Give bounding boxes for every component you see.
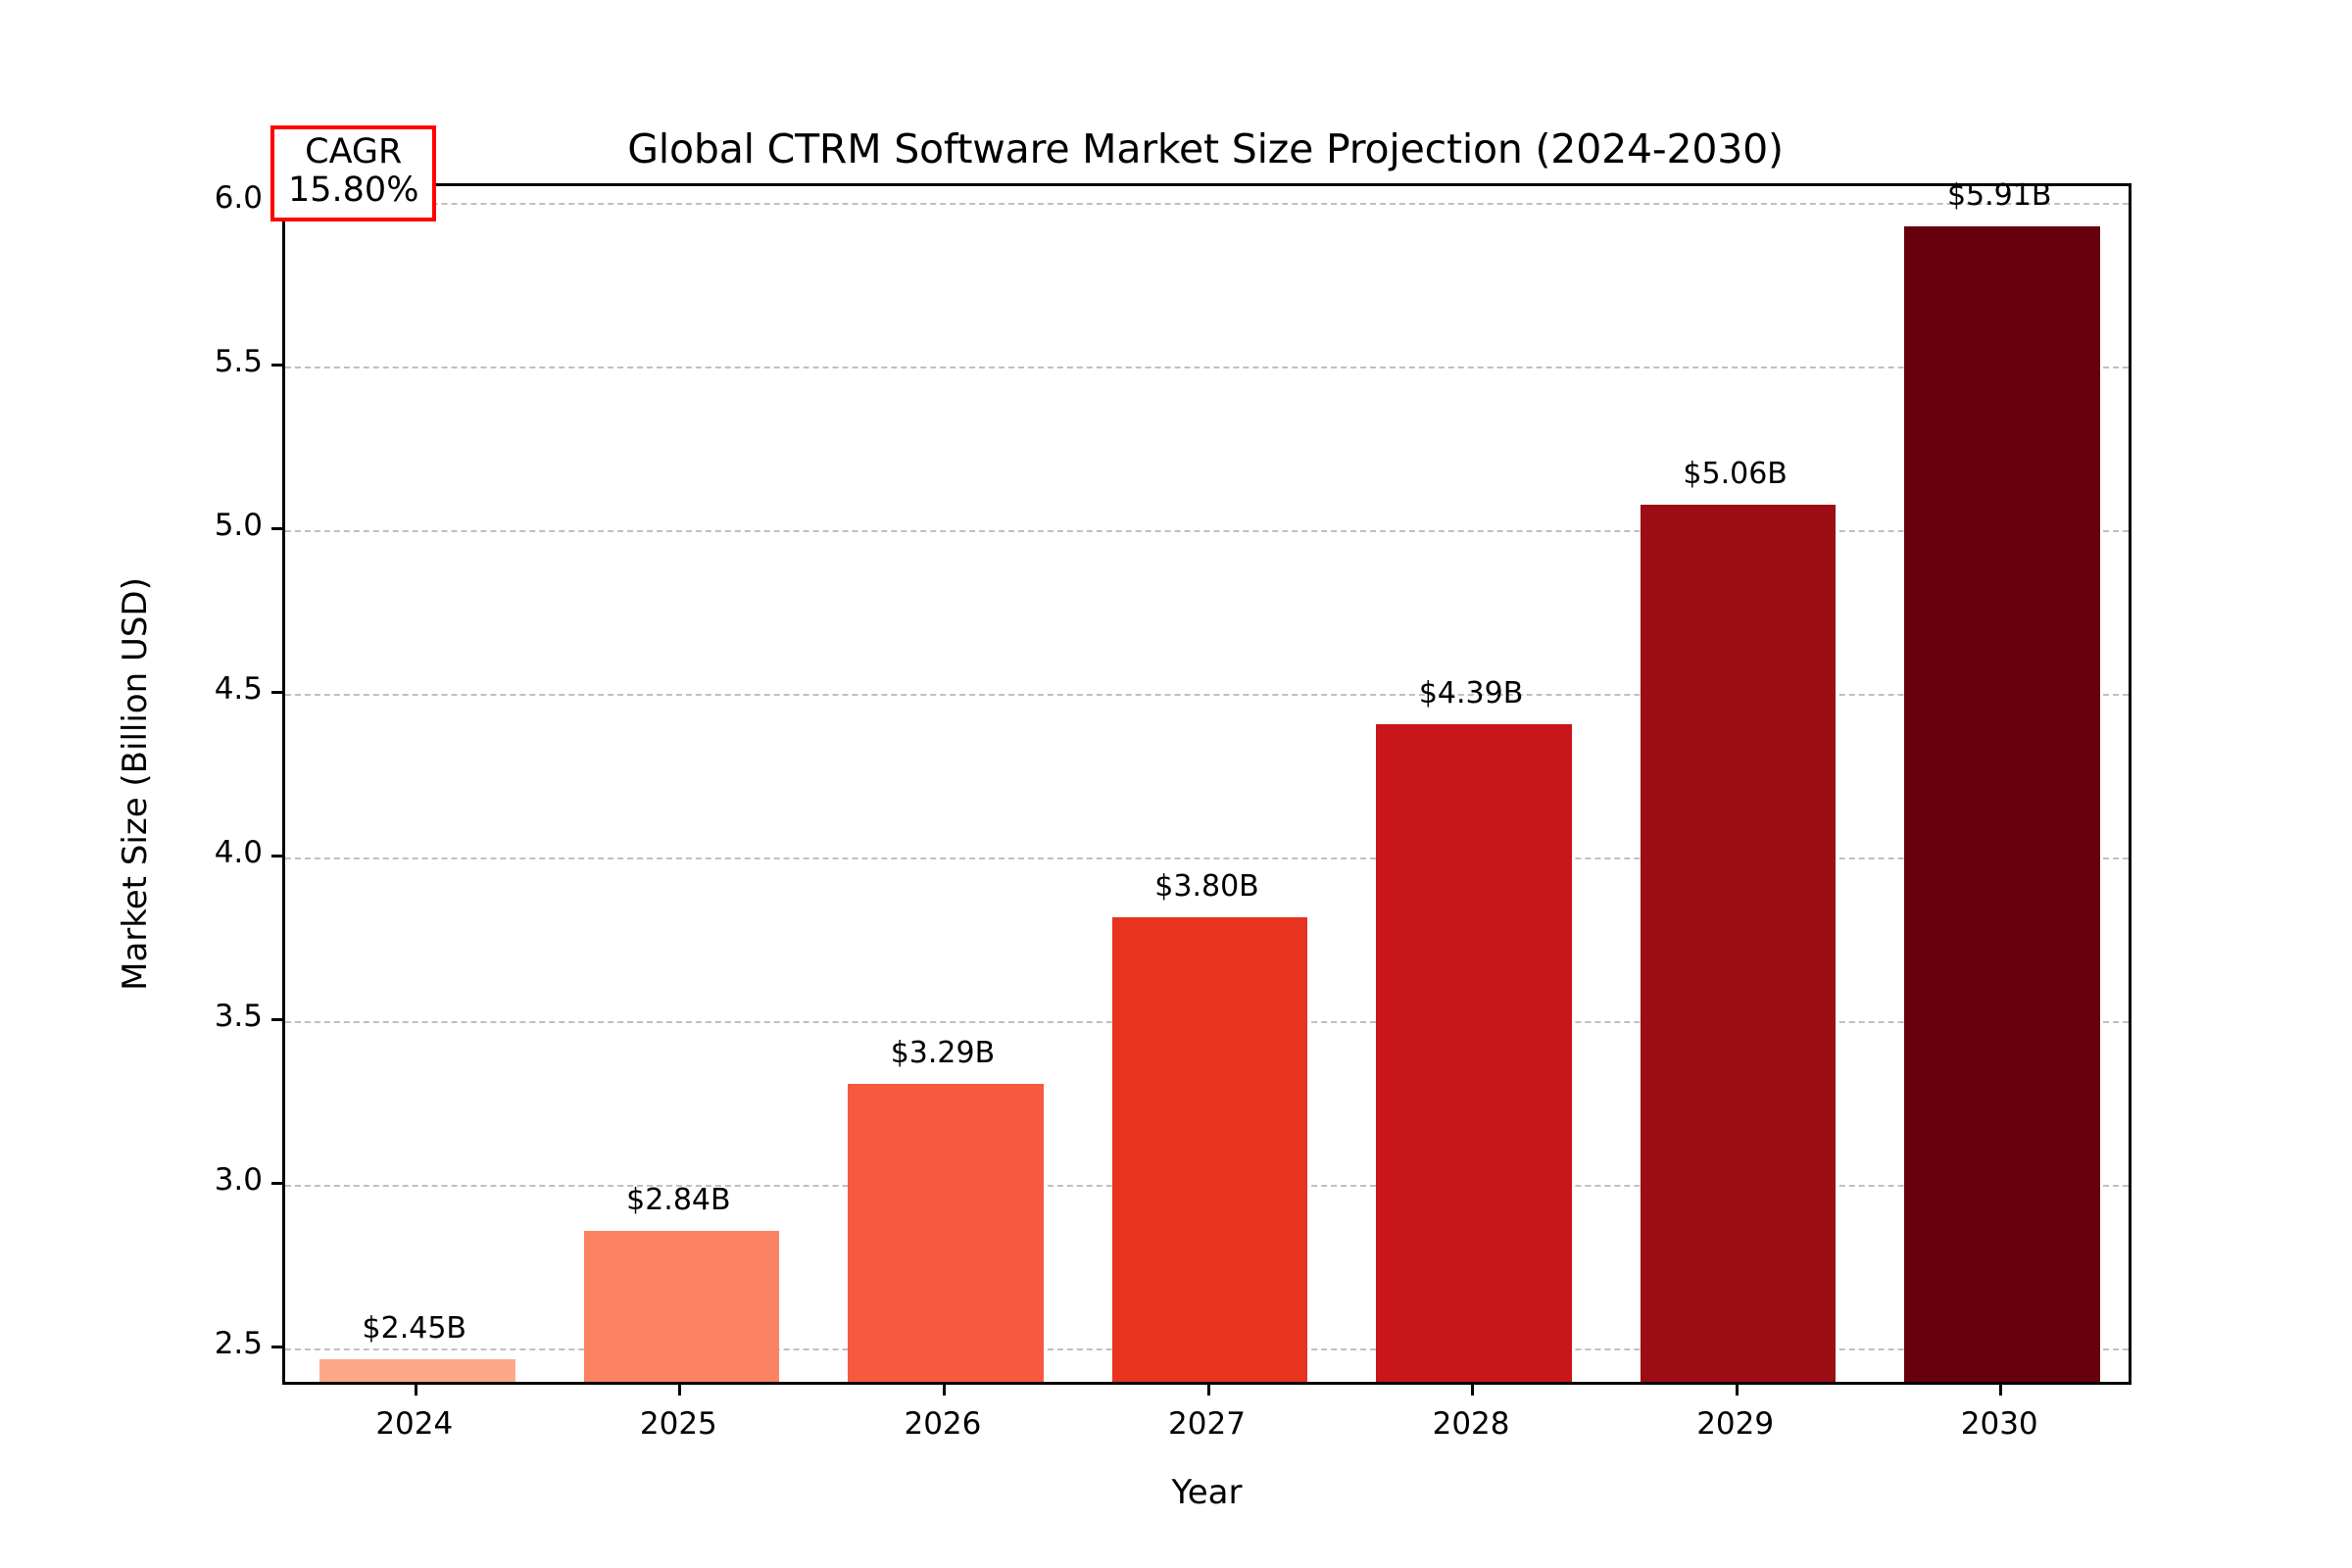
x-axis-label: Year xyxy=(1171,1473,1243,1512)
x-axis-tick-mark xyxy=(1471,1385,1475,1396)
bar-2024[interactable] xyxy=(319,1358,515,1382)
y-axis-tick-mark xyxy=(271,363,282,367)
bar-value-label: $3.80B xyxy=(1154,868,1259,904)
y-axis-tick-mark xyxy=(271,1017,282,1021)
x-axis-tick-label: 2027 xyxy=(1168,1406,1246,1442)
x-axis-tick-mark xyxy=(678,1385,682,1396)
y-axis-tick-mark xyxy=(271,526,282,530)
y-axis-tick-label: 4.0 xyxy=(214,834,263,870)
cagr-value: 15.80% xyxy=(288,171,419,211)
y-axis-tick-label: 5.0 xyxy=(214,507,263,543)
x-axis-tick-label: 2028 xyxy=(1432,1406,1510,1442)
x-axis-tick-mark xyxy=(1735,1385,1739,1396)
bar-2025[interactable] xyxy=(583,1231,780,1382)
y-axis-tick-mark xyxy=(271,1181,282,1185)
bar-2026[interactable] xyxy=(848,1084,1044,1382)
y-axis-label: Market Size (Billion USD) xyxy=(116,577,155,991)
chart-title: Global CTRM Software Market Size Project… xyxy=(627,125,1784,172)
y-axis-tick-mark xyxy=(271,690,282,694)
x-axis-tick-mark xyxy=(1206,1385,1210,1396)
y-axis-tick-label: 2.5 xyxy=(214,1325,263,1361)
x-axis-tick-mark xyxy=(1999,1385,2003,1396)
x-axis-tick-label: 2025 xyxy=(639,1406,717,1442)
cagr-label: CAGR xyxy=(305,132,403,172)
y-axis-tick-label: 6.0 xyxy=(214,179,263,216)
bar-value-label: $2.84B xyxy=(626,1183,731,1218)
x-axis-tick-mark xyxy=(414,1385,417,1396)
x-axis-tick-mark xyxy=(942,1385,946,1396)
bar-value-label: $3.29B xyxy=(890,1036,996,1070)
x-axis-tick-label: 2029 xyxy=(1696,1406,1775,1442)
y-axis-tick-label: 3.5 xyxy=(214,998,263,1034)
y-axis-tick-mark xyxy=(271,854,282,858)
x-axis-tick-label: 2026 xyxy=(904,1406,982,1442)
y-axis-tick-label: 3.0 xyxy=(214,1161,263,1198)
y-axis-tick-mark xyxy=(271,1345,282,1348)
bar-2028[interactable] xyxy=(1376,723,1572,1382)
bar-value-label: $5.06B xyxy=(1683,456,1788,491)
bar-value-label: $5.91B xyxy=(1946,177,2052,213)
bars-group xyxy=(285,186,2129,1382)
bar-2027[interactable] xyxy=(1111,916,1308,1382)
bar-value-label: $2.45B xyxy=(362,1310,467,1346)
plot-area xyxy=(282,183,2132,1385)
bar-2029[interactable] xyxy=(1640,504,1837,1382)
bar-2030[interactable] xyxy=(1904,225,2100,1382)
x-axis-tick-label: 2024 xyxy=(375,1406,454,1442)
x-axis-tick-label: 2030 xyxy=(1960,1406,2038,1442)
bar-value-label: $4.39B xyxy=(1418,675,1524,710)
cagr-annotation-box: CAGR 15.80% xyxy=(270,125,437,222)
y-axis-tick-label: 5.5 xyxy=(214,343,263,379)
y-axis-tick-label: 4.5 xyxy=(214,670,263,707)
